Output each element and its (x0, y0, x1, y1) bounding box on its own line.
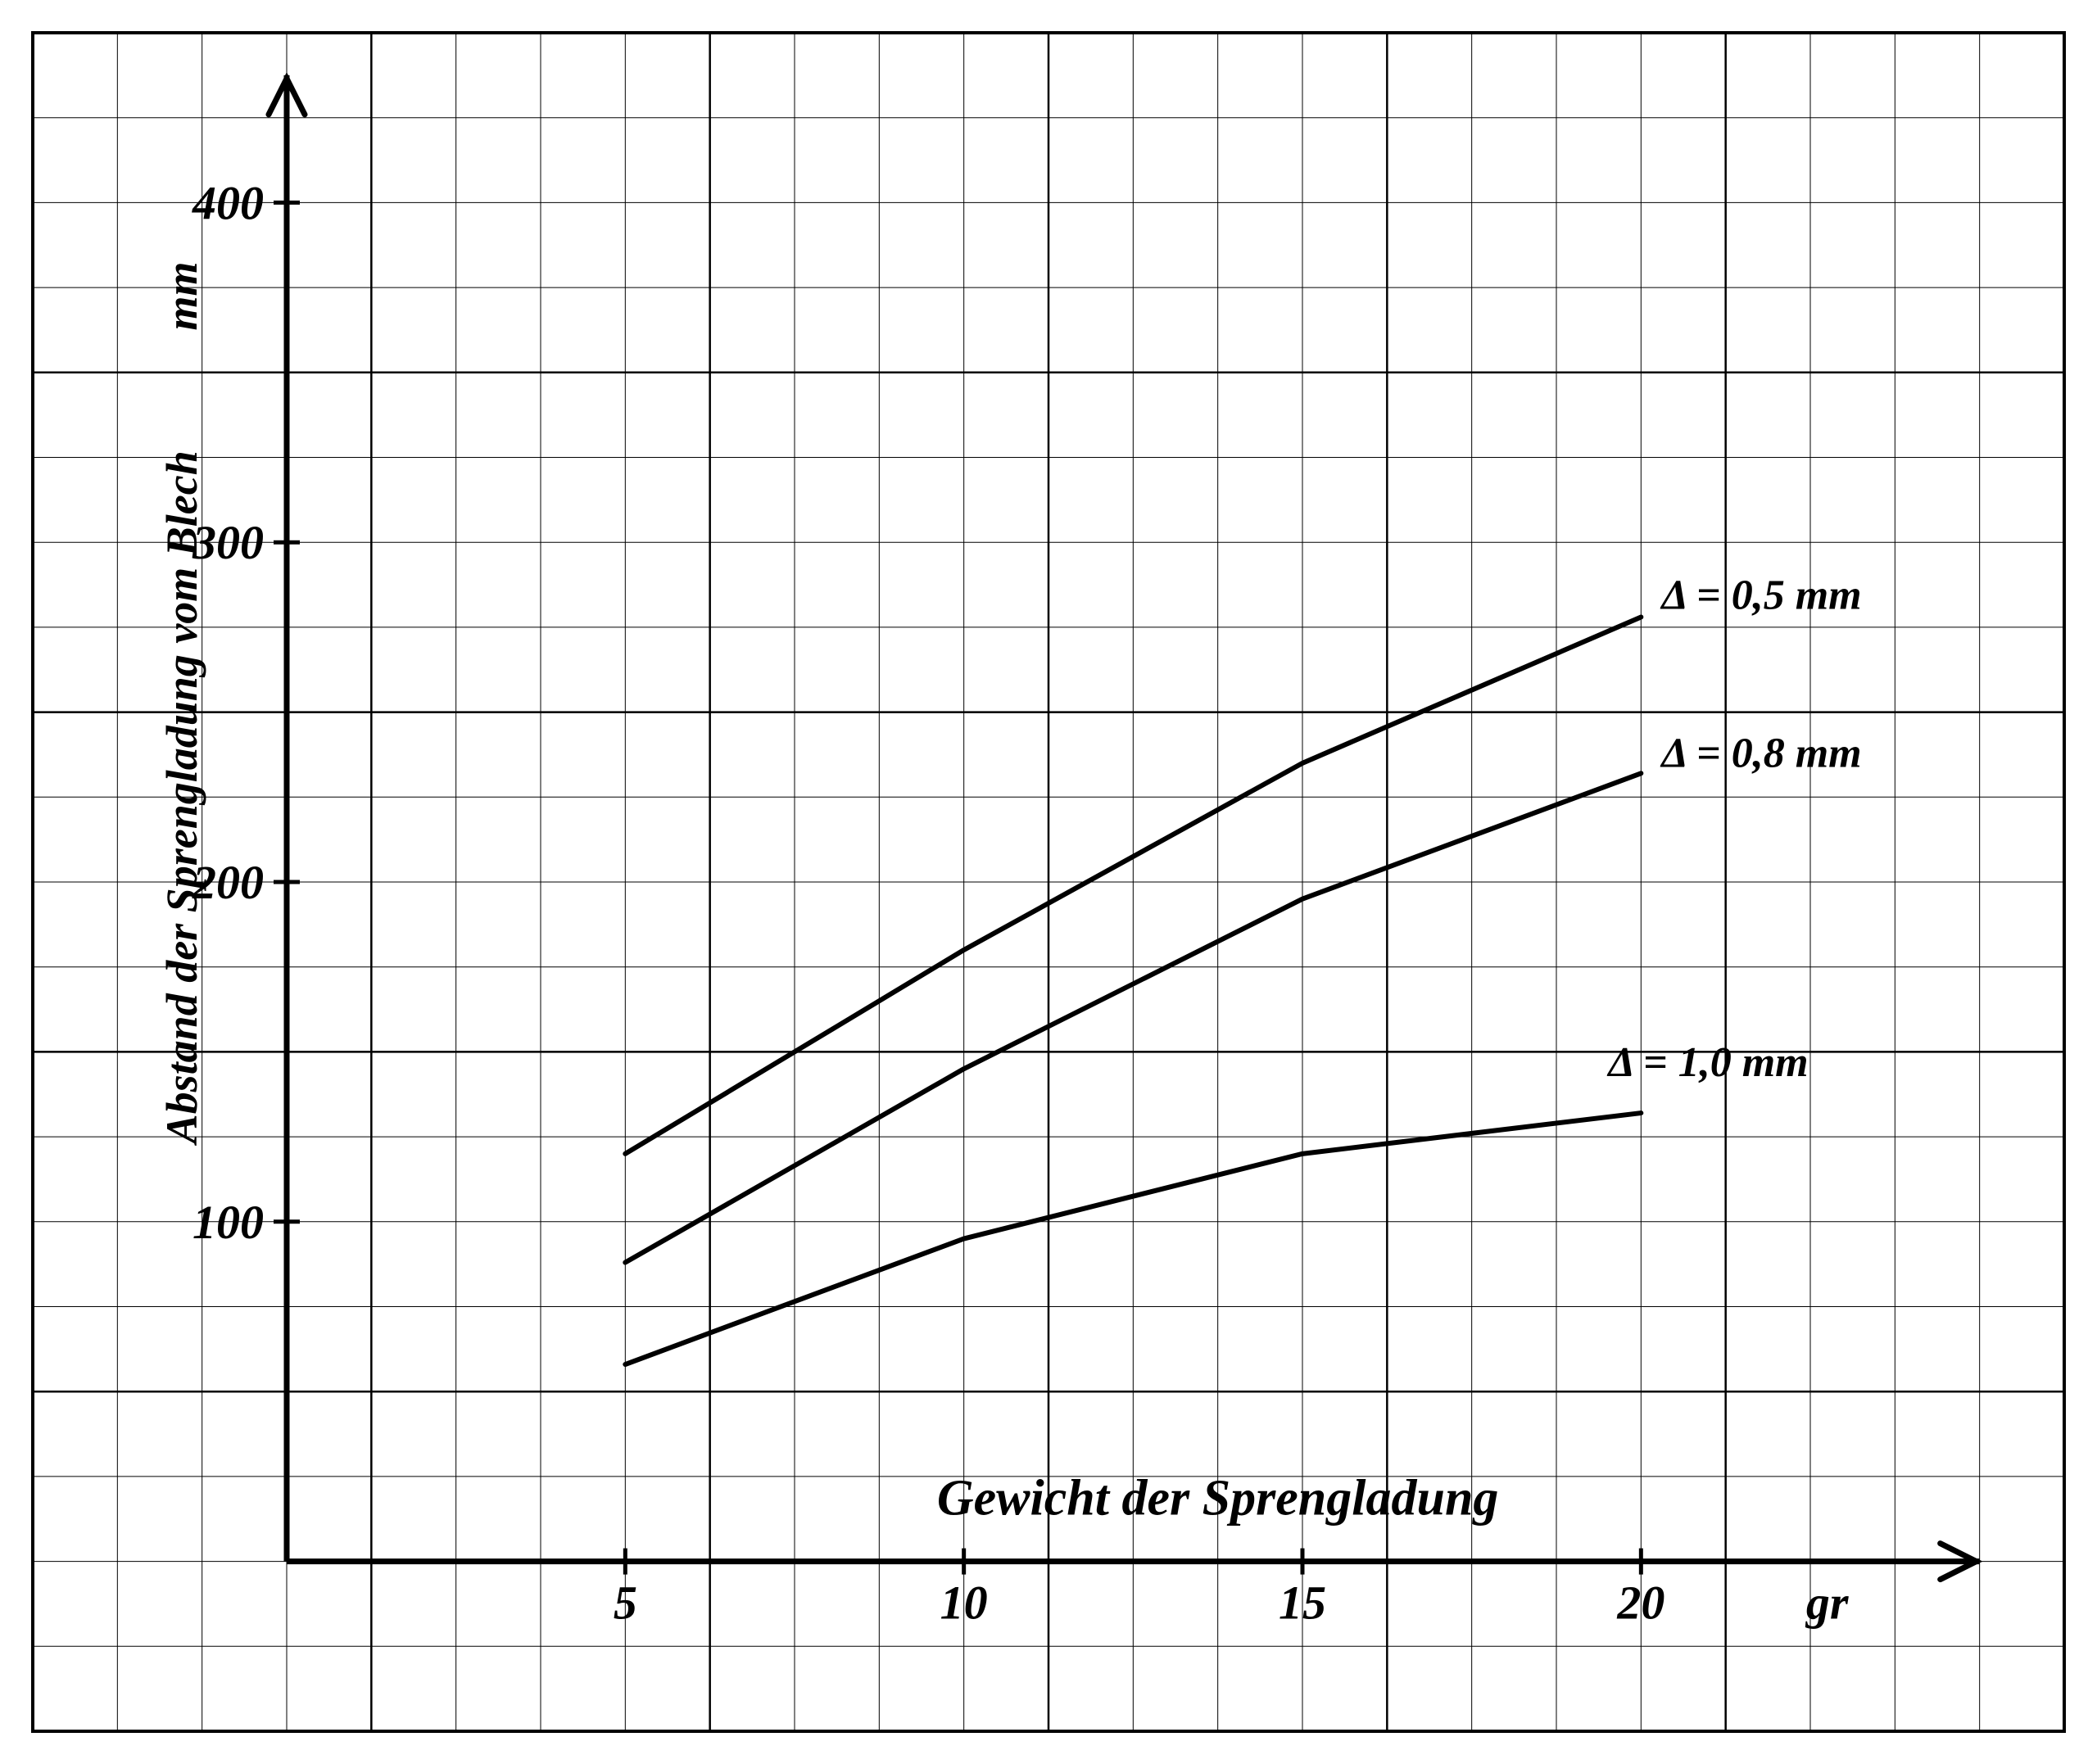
series-label-delta-1.0mm: Δ = 1,0 mm (1606, 1039, 1808, 1086)
x-axis-label: Gewicht der Sprengladung (937, 1471, 1499, 1527)
y-axis-unit-group: mm (157, 261, 206, 330)
y-tick-label: 100 (192, 1196, 264, 1249)
x-axis-unit: gr (1805, 1576, 1849, 1630)
series-label-delta-0.8mm: Δ = 0,8 mm (1660, 730, 1861, 776)
x-tick-label: 15 (1279, 1576, 1326, 1630)
chart-container: 1002003004005101520grGewicht der Sprengl… (0, 0, 2097, 1764)
y-axis-label-group: Abstand der Sprengladung vom Blech (157, 450, 206, 1146)
x-tick-label: 20 (1616, 1576, 1664, 1630)
y-axis-label: Abstand der Sprengladung vom Blech (157, 450, 206, 1146)
y-axis-unit: mm (157, 261, 206, 330)
series-label-delta-0.5mm: Δ = 0,5 mm (1660, 572, 1861, 618)
line-chart: 1002003004005101520grGewicht der Sprengl… (0, 0, 2097, 1764)
y-tick-label: 400 (192, 176, 264, 229)
x-tick-label: 10 (940, 1576, 988, 1630)
x-tick-label: 5 (614, 1576, 637, 1630)
